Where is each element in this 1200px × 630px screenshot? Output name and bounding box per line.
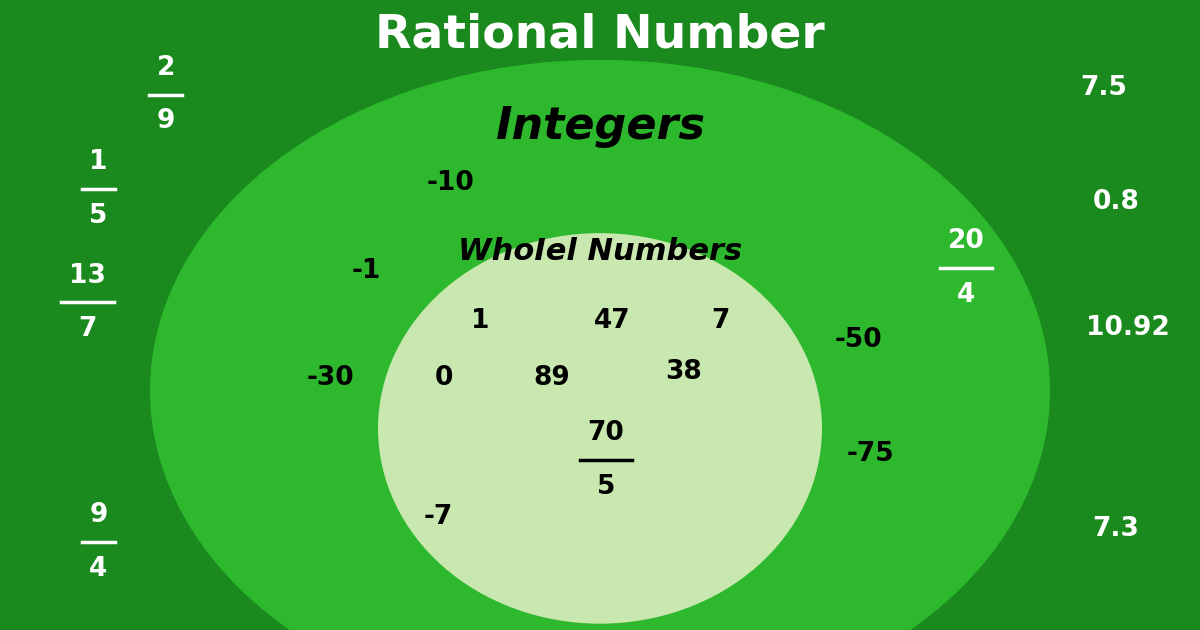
- Text: 20: 20: [948, 228, 984, 254]
- Text: Integers: Integers: [496, 105, 706, 147]
- Text: -75: -75: [846, 440, 894, 467]
- Text: 47: 47: [594, 308, 630, 335]
- Text: 0: 0: [434, 365, 454, 391]
- Text: 7: 7: [78, 316, 97, 342]
- Text: -10: -10: [426, 169, 474, 196]
- Text: 7.3: 7.3: [1092, 516, 1140, 542]
- Text: 89: 89: [534, 365, 570, 391]
- Text: Rational Number: Rational Number: [376, 12, 824, 57]
- Text: WhoIel Numbers: WhoIel Numbers: [458, 238, 742, 266]
- Text: 7: 7: [710, 308, 730, 335]
- Text: 4: 4: [89, 556, 108, 581]
- Text: 9: 9: [89, 502, 108, 528]
- Text: 7.5: 7.5: [1080, 75, 1128, 101]
- Text: 13: 13: [70, 263, 106, 289]
- Text: 70: 70: [588, 420, 624, 446]
- Text: 4: 4: [956, 282, 976, 307]
- Text: 38: 38: [666, 358, 702, 385]
- Text: -1: -1: [352, 258, 380, 284]
- Text: 1: 1: [470, 308, 490, 335]
- Ellipse shape: [150, 60, 1050, 630]
- Text: 9: 9: [156, 108, 175, 134]
- Ellipse shape: [378, 233, 822, 624]
- Text: 5: 5: [89, 203, 108, 229]
- Text: 1: 1: [89, 149, 108, 175]
- Text: -30: -30: [306, 365, 354, 391]
- Text: 2: 2: [156, 55, 175, 81]
- Text: 10.92: 10.92: [1086, 314, 1170, 341]
- Text: -7: -7: [424, 503, 452, 530]
- Text: 5: 5: [596, 474, 616, 500]
- Text: 0.8: 0.8: [1092, 188, 1140, 215]
- Text: -50: -50: [834, 327, 882, 353]
